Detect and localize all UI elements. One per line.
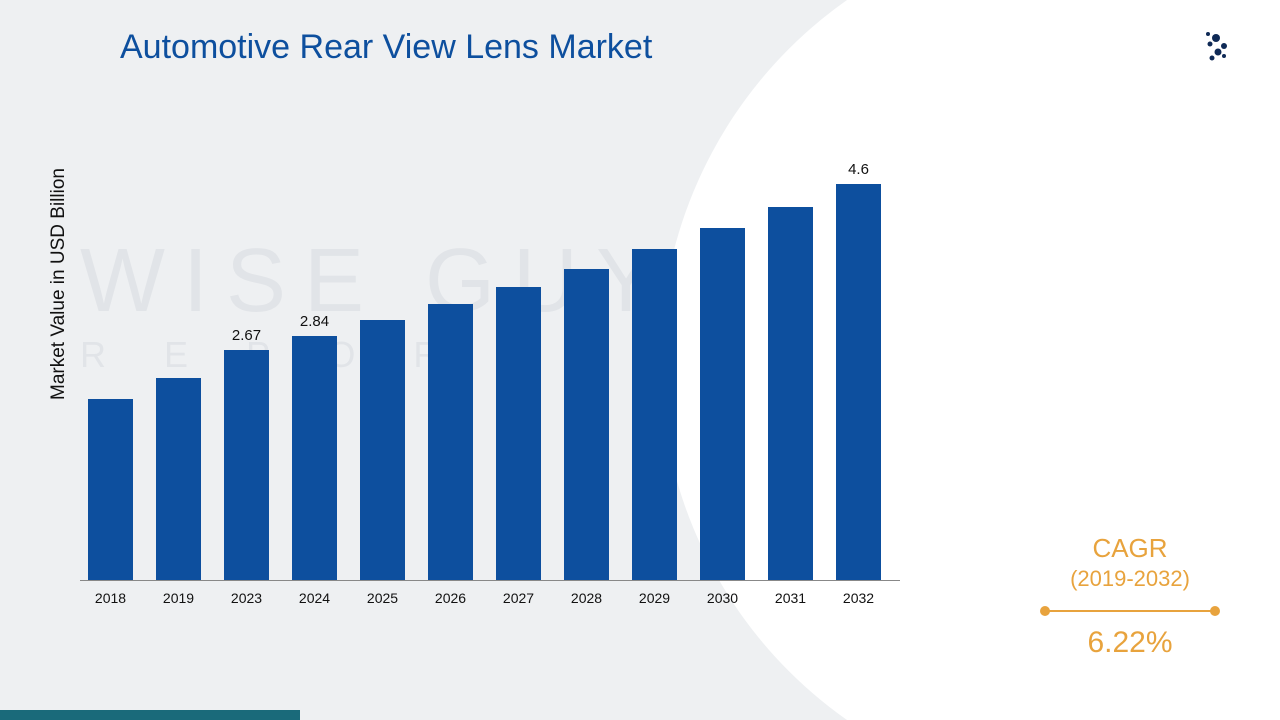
bar-chart: 2.67 2.84 4.6 2018 2019 2023 2024 2025 2026 2027… xyxy=(80,150,900,620)
x-tick-label: 2026 xyxy=(435,590,466,606)
cagr-value: 6.22% xyxy=(1020,626,1240,660)
x-tick-label: 2019 xyxy=(163,590,194,606)
x-tick-label: 2032 xyxy=(843,590,874,606)
brain-head-icon xyxy=(1180,22,1236,86)
x-tick-label: 2031 xyxy=(775,590,806,606)
x-tick-label: 2024 xyxy=(299,590,330,606)
chart-title: Automotive Rear View Lens Market xyxy=(120,28,652,67)
bar xyxy=(292,336,337,580)
bar-value-label: 2.84 xyxy=(285,313,345,330)
cagr-divider xyxy=(1045,610,1215,612)
bar xyxy=(156,378,201,580)
x-tick-label: 2028 xyxy=(571,590,602,606)
bar-value-label: 4.6 xyxy=(829,161,889,178)
footer-accent-bar xyxy=(0,710,300,720)
bar xyxy=(496,287,541,580)
bar xyxy=(768,207,813,580)
x-tick-label: 2023 xyxy=(231,590,262,606)
brand-sub: R E P O R T S xyxy=(1010,61,1172,75)
x-tick-label: 2030 xyxy=(707,590,738,606)
x-tick-label: 2029 xyxy=(639,590,670,606)
bar-value-label: 2.67 xyxy=(217,327,277,344)
bar xyxy=(564,269,609,580)
x-tick-label: 2027 xyxy=(503,590,534,606)
brand-logo: WISE GUY R E P O R T S xyxy=(1010,22,1250,86)
cagr-range: (2019-2032) xyxy=(1020,566,1240,592)
bar xyxy=(700,228,745,580)
plot-area: 2.67 2.84 4.6 xyxy=(80,150,900,580)
brand-name: WISE GUY xyxy=(1018,32,1172,62)
bar xyxy=(428,304,473,580)
bar xyxy=(360,320,405,580)
x-axis-line xyxy=(80,580,900,581)
bar xyxy=(632,249,677,580)
brand-text: WISE GUY R E P O R T S xyxy=(1010,34,1172,75)
y-axis-label: Market Value in USD Billion xyxy=(48,168,70,400)
canvas: WISE GUY R E P O R T S Automotive Rear V… xyxy=(0,0,1280,720)
cagr-box: CAGR (2019-2032) 6.22% xyxy=(1020,533,1240,660)
cagr-label: CAGR xyxy=(1020,533,1240,564)
bar xyxy=(224,350,269,580)
x-tick-label: 2018 xyxy=(95,590,126,606)
bar xyxy=(88,399,133,580)
x-tick-label: 2025 xyxy=(367,590,398,606)
bar xyxy=(836,184,881,580)
